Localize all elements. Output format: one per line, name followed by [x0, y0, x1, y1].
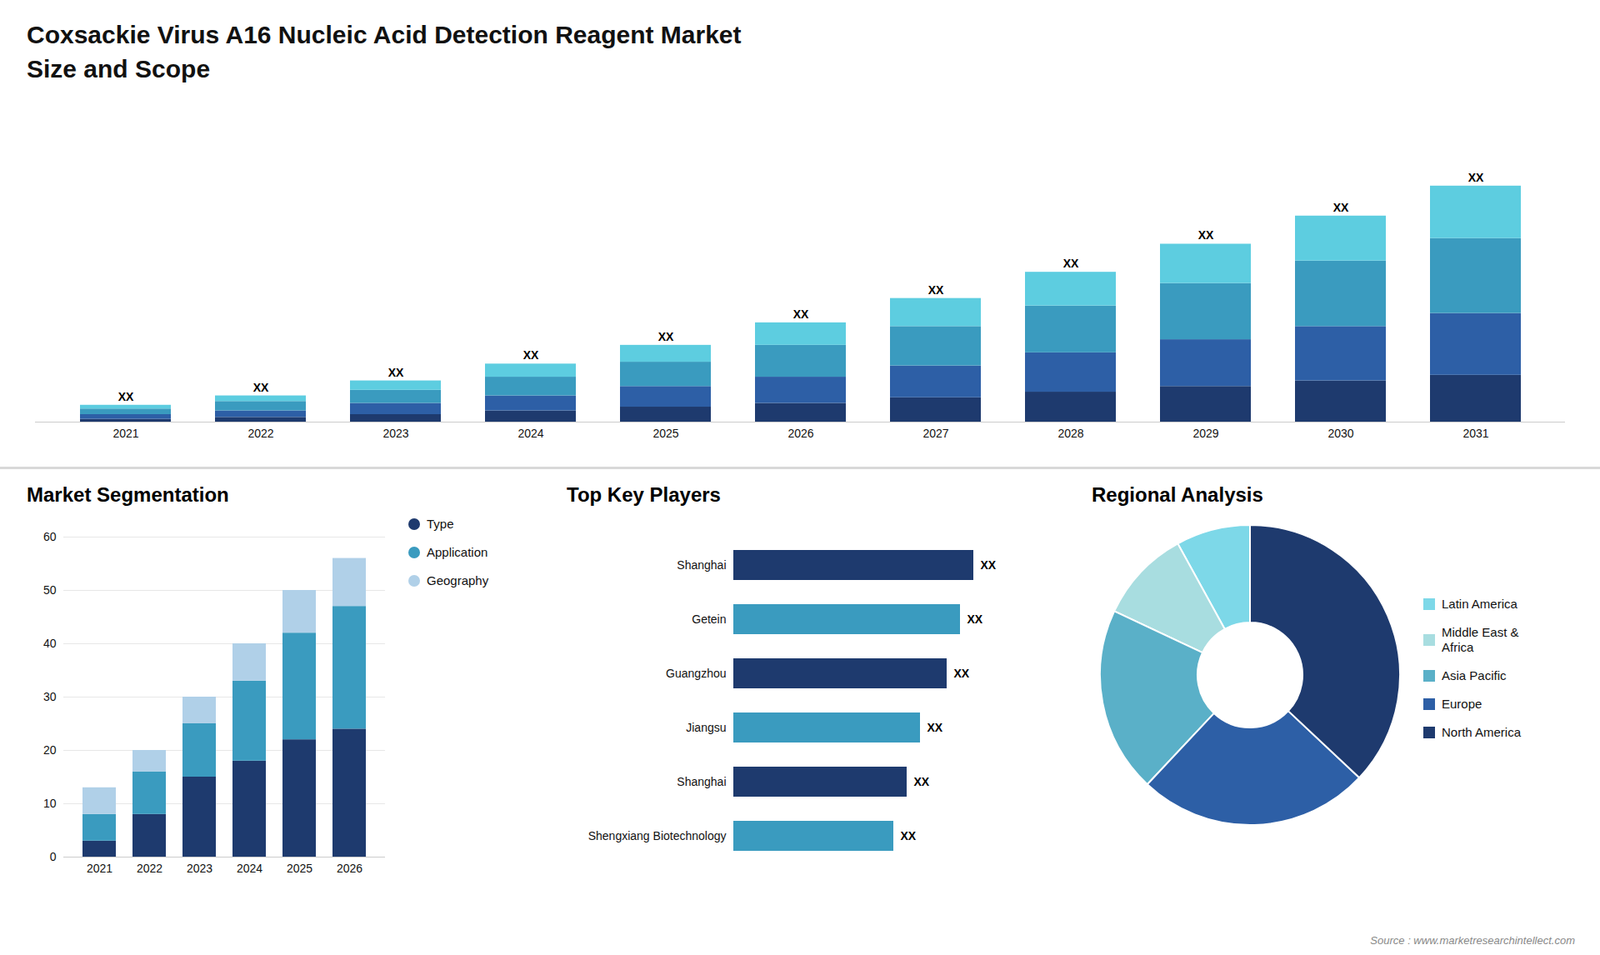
svg-text:XX: XX — [388, 365, 405, 380]
html-text:Europe: Europe — [1441, 696, 1482, 711]
html-text:Coxsackie Virus A16 Nucleic Ac: Coxsackie Virus A16 Nucleic Acid Detecti… — [26, 20, 742, 83]
svg-text:2029: 2029 — [1192, 426, 1219, 440]
svg-text:2027: 2027 — [922, 426, 949, 440]
html-text:Asia Pacific: Asia Pacific — [1441, 668, 1507, 683]
svg-text:10: 10 — [43, 796, 57, 810]
svg-text:XX: XX — [900, 829, 917, 843]
html-text:Top Key Players: Top Key Players — [566, 483, 721, 506]
svg-text:XX: XX — [253, 380, 270, 395]
svg-text:Shanghai: Shanghai — [676, 558, 726, 572]
html-text:Regional Analysis: Regional Analysis — [1091, 483, 1264, 506]
html-text:Latin America: Latin America — [1441, 596, 1518, 611]
svg-text:40: 40 — [43, 636, 57, 650]
svg-text:XX: XX — [118, 390, 135, 404]
svg-text:Shengxiang Biotechnology: Shengxiang Biotechnology — [588, 829, 727, 843]
svg-text:XX: XX — [1468, 170, 1485, 185]
svg-text:XX: XX — [928, 283, 945, 297]
svg-text:2021: 2021 — [86, 861, 113, 875]
svg-text:0: 0 — [50, 850, 57, 864]
html-text:Application: Application — [426, 545, 488, 560]
html-text:Type: Type — [426, 516, 454, 531]
svg-text:20: 20 — [43, 743, 57, 757]
svg-text:2028: 2028 — [1057, 426, 1084, 440]
svg-text:50: 50 — [43, 583, 57, 597]
svg-text:2026: 2026 — [787, 426, 814, 440]
svg-text:XX: XX — [980, 558, 997, 572]
svg-text:2022: 2022 — [136, 861, 163, 875]
svg-text:2023: 2023 — [186, 861, 213, 875]
svg-text:2024: 2024 — [236, 861, 263, 875]
html-text:Geography: Geography — [426, 573, 489, 588]
html-text:North America: North America — [1441, 725, 1521, 740]
svg-text:60: 60 — [43, 530, 57, 544]
svg-text:XX: XX — [1063, 256, 1080, 270]
svg-text:2025: 2025 — [652, 426, 679, 440]
svg-text:2026: 2026 — [336, 861, 363, 875]
svg-text:Shanghai: Shanghai — [676, 775, 726, 789]
svg-text:Getein: Getein — [691, 612, 726, 626]
svg-text:XX: XX — [1333, 200, 1350, 215]
svg-text:2023: 2023 — [382, 426, 409, 440]
svg-text:XX: XX — [1198, 228, 1215, 242]
svg-text:2025: 2025 — [286, 861, 313, 875]
svg-text:2024: 2024 — [517, 426, 544, 440]
svg-text:XX: XX — [793, 307, 810, 321]
svg-text:XX: XX — [927, 720, 944, 735]
svg-text:XX: XX — [658, 330, 675, 344]
svg-text:Jiangsu: Jiangsu — [685, 720, 726, 735]
html-text:Market Segmentation: Market Segmentation — [26, 483, 229, 506]
svg-text:XX: XX — [523, 348, 540, 362]
svg-text:30: 30 — [43, 690, 57, 704]
html-text:Source : www.marketresearchint: Source : www.marketresearchintellect.com — [1370, 934, 1575, 947]
svg-text:XX: XX — [967, 612, 984, 626]
svg-text:XX: XX — [954, 666, 970, 680]
html-text:Middle East & Africa: Middle East & Africa — [1441, 625, 1519, 655]
svg-text:XX: XX — [914, 775, 930, 789]
svg-text:2022: 2022 — [247, 426, 274, 440]
svg-text:2021: 2021 — [112, 426, 139, 440]
svg-text:2031: 2031 — [1462, 426, 1489, 440]
svg-text:2030: 2030 — [1327, 426, 1354, 440]
svg-text:Guangzhou: Guangzhou — [665, 666, 726, 680]
